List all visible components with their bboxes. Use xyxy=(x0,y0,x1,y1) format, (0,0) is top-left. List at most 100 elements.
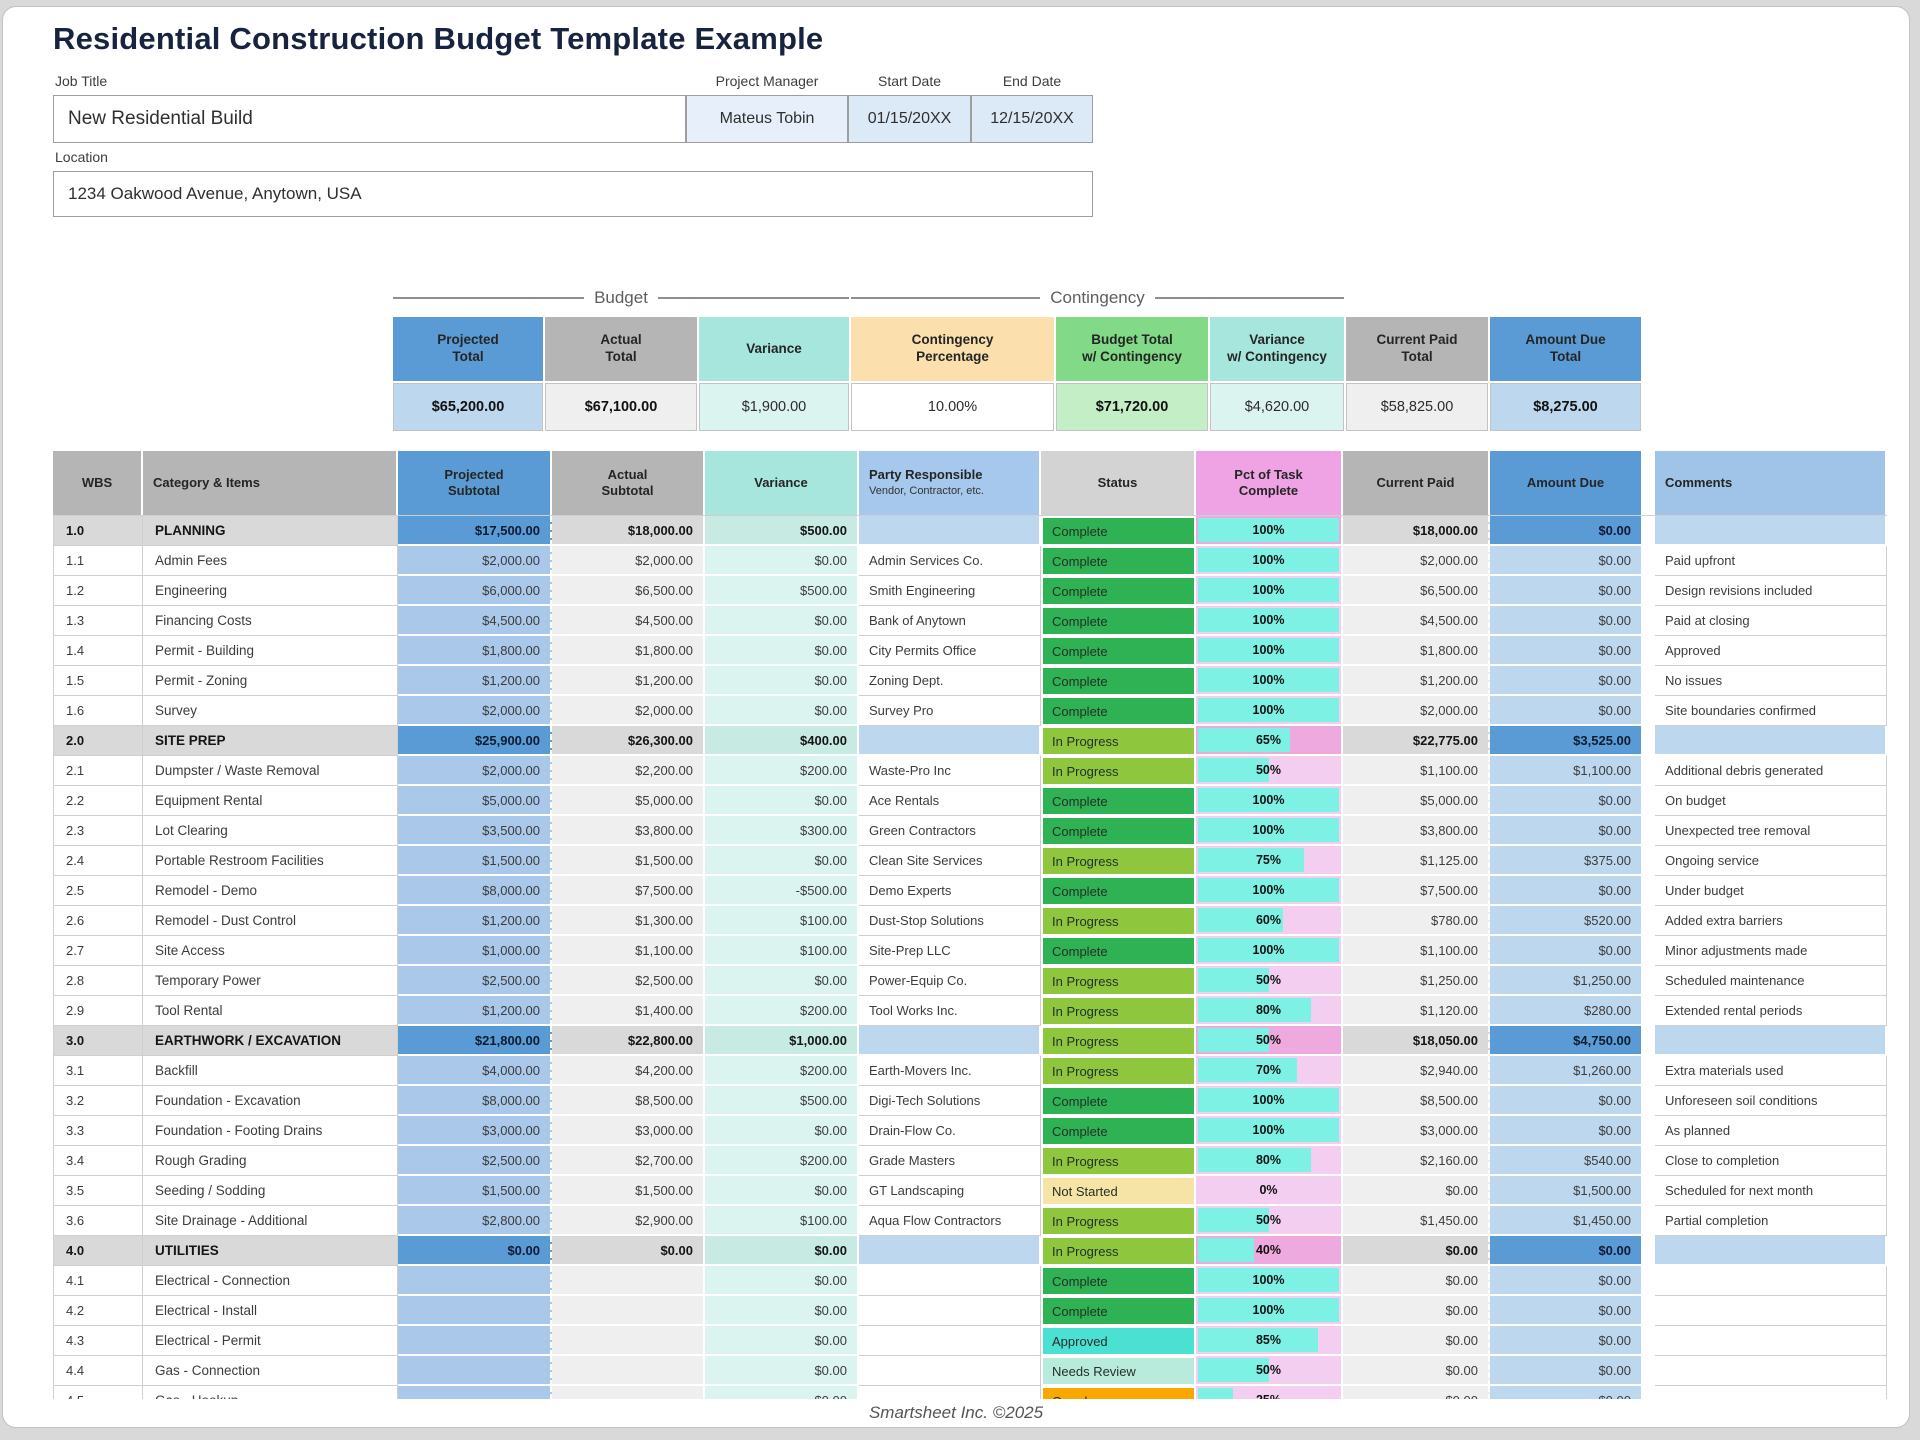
cell-comment[interactable]: No issues xyxy=(1655,666,1887,696)
cell-proj[interactable]: $4,500.00 xyxy=(398,606,552,636)
cell-actual[interactable]: $8,500.00 xyxy=(552,1086,705,1116)
cell-comment[interactable]: On budget xyxy=(1655,786,1887,816)
cell-actual[interactable]: $5,000.00 xyxy=(552,786,705,816)
cell-actual[interactable]: $2,000.00 xyxy=(552,546,705,576)
cell-proj[interactable]: $2,000.00 xyxy=(398,756,552,786)
cell-wbs[interactable]: 2.2 xyxy=(53,786,143,816)
status-badge[interactable]: Complete xyxy=(1041,1266,1196,1296)
cell-pct-complete[interactable]: 80% xyxy=(1196,996,1343,1026)
cell-party-responsible[interactable]: Clean Site Services xyxy=(859,846,1041,876)
cell-pct-complete[interactable]: 100% xyxy=(1196,876,1343,906)
cell-pct-complete[interactable]: 50% xyxy=(1196,756,1343,786)
cell-pct-complete[interactable]: 100% xyxy=(1196,786,1343,816)
cell-actual[interactable]: $1,400.00 xyxy=(552,996,705,1026)
cell-comment[interactable]: As planned xyxy=(1655,1116,1887,1146)
cell-party-responsible[interactable]: Drain-Flow Co. xyxy=(859,1116,1041,1146)
cell-party-responsible[interactable] xyxy=(859,1326,1041,1356)
cell-wbs[interactable]: 3.6 xyxy=(53,1206,143,1236)
cell-wbs[interactable]: 1.2 xyxy=(53,576,143,606)
cell-category-item[interactable]: Electrical - Install xyxy=(143,1296,398,1326)
cell-wbs[interactable]: 1.3 xyxy=(53,606,143,636)
cell-due[interactable]: $0.00 xyxy=(1490,696,1643,726)
cell-actual[interactable]: $2,500.00 xyxy=(552,966,705,996)
cell-comment[interactable]: Close to completion xyxy=(1655,1146,1887,1176)
summary-card-value[interactable]: $1,900.00 xyxy=(699,383,849,431)
cell-party-responsible[interactable]: Aqua Flow Contractors xyxy=(859,1206,1041,1236)
cell-category-item[interactable]: Lot Clearing xyxy=(143,816,398,846)
cell-category-item[interactable]: Permit - Zoning xyxy=(143,666,398,696)
cell-category-item[interactable]: Foundation - Footing Drains xyxy=(143,1116,398,1146)
cell-paid[interactable]: $8,500.00 xyxy=(1343,1086,1490,1116)
cell-actual[interactable]: $18,000.00 xyxy=(552,516,705,546)
cell-proj[interactable]: $2,500.00 xyxy=(398,966,552,996)
cell-actual[interactable]: $3,800.00 xyxy=(552,816,705,846)
cell-actual[interactable]: $4,500.00 xyxy=(552,606,705,636)
cell-wbs[interactable]: 1.0 xyxy=(53,516,143,546)
cell-paid[interactable]: $0.00 xyxy=(1343,1176,1490,1206)
column-header-status[interactable]: Status xyxy=(1041,451,1196,515)
summary-card-value[interactable]: 10.00% xyxy=(851,383,1054,431)
job-title-field[interactable]: New Residential Build xyxy=(53,95,686,143)
cell-due[interactable]: $0.00 xyxy=(1490,606,1643,636)
cell-var[interactable]: $0.00 xyxy=(705,696,859,726)
cell-paid[interactable]: $1,125.00 xyxy=(1343,846,1490,876)
cell-category-item[interactable]: Remodel - Demo xyxy=(143,876,398,906)
cell-wbs[interactable]: 3.5 xyxy=(53,1176,143,1206)
cell-actual[interactable]: $22,800.00 xyxy=(552,1026,705,1056)
cell-category-item[interactable]: Seeding / Sodding xyxy=(143,1176,398,1206)
cell-party-responsible[interactable]: Admin Services Co. xyxy=(859,546,1041,576)
cell-wbs[interactable]: 3.4 xyxy=(53,1146,143,1176)
cell-due[interactable]: $0.00 xyxy=(1490,786,1643,816)
cell-comment[interactable] xyxy=(1655,1386,1887,1399)
cell-due[interactable]: $520.00 xyxy=(1490,906,1643,936)
cell-proj[interactable]: $21,800.00 xyxy=(398,1026,552,1056)
cell-actual[interactable]: $1,500.00 xyxy=(552,1176,705,1206)
cell-due[interactable]: $0.00 xyxy=(1490,576,1643,606)
cell-comment[interactable] xyxy=(1655,1326,1887,1356)
cell-pct-complete[interactable]: 100% xyxy=(1196,1116,1343,1146)
cell-party-responsible[interactable]: Tool Works Inc. xyxy=(859,996,1041,1026)
cell-var[interactable]: $500.00 xyxy=(705,1086,859,1116)
status-badge[interactable]: In Progress xyxy=(1041,1236,1196,1266)
cell-proj[interactable]: $1,500.00 xyxy=(398,1176,552,1206)
cell-due[interactable]: $0.00 xyxy=(1490,1266,1643,1296)
status-badge[interactable]: In Progress xyxy=(1041,1026,1196,1056)
end-date-field[interactable]: 12/15/20XX xyxy=(971,95,1093,143)
cell-due[interactable]: $0.00 xyxy=(1490,1296,1643,1326)
cell-pct-complete[interactable]: 100% xyxy=(1196,516,1343,546)
cell-category-item[interactable]: Admin Fees xyxy=(143,546,398,576)
cell-pct-complete[interactable]: 100% xyxy=(1196,576,1343,606)
cell-actual[interactable]: $1,300.00 xyxy=(552,906,705,936)
cell-comment[interactable]: Scheduled maintenance xyxy=(1655,966,1887,996)
cell-party-responsible[interactable]: Survey Pro xyxy=(859,696,1041,726)
cell-comment[interactable]: Approved xyxy=(1655,636,1887,666)
cell-category-item[interactable]: Site Access xyxy=(143,936,398,966)
cell-due[interactable]: $0.00 xyxy=(1490,1326,1643,1356)
cell-pct-complete[interactable]: 50% xyxy=(1196,1026,1343,1056)
cell-actual[interactable]: $26,300.00 xyxy=(552,726,705,756)
cell-party-responsible[interactable]: Demo Experts xyxy=(859,876,1041,906)
cell-party-responsible[interactable]: Ace Rentals xyxy=(859,786,1041,816)
cell-paid[interactable]: $780.00 xyxy=(1343,906,1490,936)
cell-proj[interactable]: $2,000.00 xyxy=(398,546,552,576)
cell-wbs[interactable]: 2.4 xyxy=(53,846,143,876)
cell-actual[interactable]: $2,700.00 xyxy=(552,1146,705,1176)
cell-var[interactable]: $0.00 xyxy=(705,636,859,666)
cell-category-item[interactable]: Remodel - Dust Control xyxy=(143,906,398,936)
cell-var[interactable]: $0.00 xyxy=(705,1236,859,1266)
cell-pct-complete[interactable]: 100% xyxy=(1196,1086,1343,1116)
cell-category-item[interactable]: Electrical - Connection xyxy=(143,1266,398,1296)
column-header-actual[interactable]: Actual Subtotal xyxy=(552,451,705,515)
cell-wbs[interactable]: 4.2 xyxy=(53,1296,143,1326)
column-header-party[interactable]: Party Responsible Vendor, Contractor, etc… xyxy=(859,451,1041,515)
status-badge[interactable]: Complete xyxy=(1041,636,1196,666)
cell-wbs[interactable]: 2.3 xyxy=(53,816,143,846)
column-header-pct[interactable]: Pct of Task Complete xyxy=(1196,451,1343,515)
cell-pct-complete[interactable]: 0% xyxy=(1196,1176,1343,1206)
cell-paid[interactable]: $18,000.00 xyxy=(1343,516,1490,546)
cell-due[interactable]: $0.00 xyxy=(1490,1356,1643,1386)
cell-paid[interactable]: $0.00 xyxy=(1343,1386,1490,1399)
cell-category-item[interactable]: Gas - Hookup xyxy=(143,1386,398,1399)
cell-category-item[interactable]: Tool Rental xyxy=(143,996,398,1026)
cell-proj[interactable]: $1,200.00 xyxy=(398,666,552,696)
